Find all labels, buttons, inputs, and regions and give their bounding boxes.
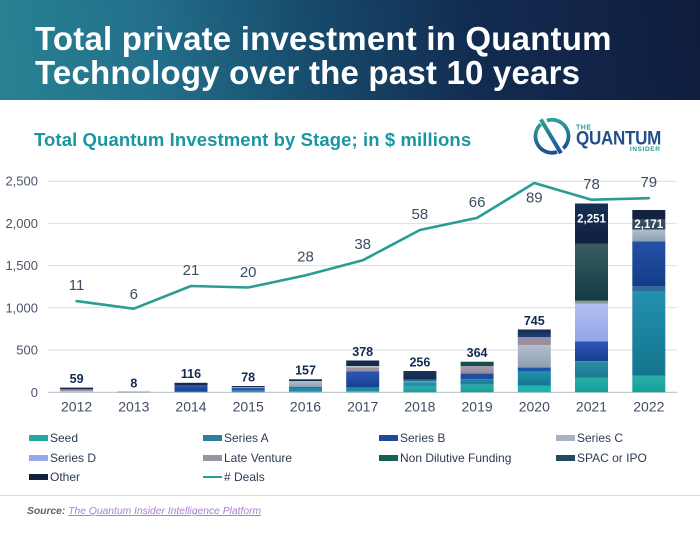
- svg-text:745: 745: [524, 314, 545, 328]
- svg-text:2017: 2017: [347, 399, 378, 415]
- svg-text:2020: 2020: [519, 399, 550, 415]
- svg-text:0: 0: [31, 385, 38, 400]
- svg-text:2018: 2018: [404, 399, 435, 415]
- svg-text:2,000: 2,000: [5, 216, 38, 231]
- svg-text:21: 21: [183, 262, 200, 279]
- svg-text:2022: 2022: [633, 399, 664, 415]
- svg-text:59: 59: [70, 372, 84, 386]
- svg-text:INSIDER: INSIDER: [630, 146, 661, 153]
- svg-text:2,171: 2,171: [634, 219, 663, 231]
- svg-text:2,500: 2,500: [5, 174, 38, 189]
- svg-text:364: 364: [467, 346, 488, 360]
- svg-text:78: 78: [241, 370, 255, 384]
- svg-text:66: 66: [469, 194, 486, 211]
- svg-text:38: 38: [354, 236, 371, 253]
- svg-text:2012: 2012: [61, 399, 92, 415]
- svg-text:1,000: 1,000: [5, 300, 38, 315]
- svg-text:500: 500: [16, 343, 38, 358]
- svg-text:2019: 2019: [462, 399, 493, 415]
- svg-text:2013: 2013: [118, 399, 149, 415]
- svg-text:QUANTUM: QUANTUM: [576, 129, 661, 150]
- svg-text:2014: 2014: [175, 399, 206, 415]
- svg-text:8: 8: [130, 377, 137, 391]
- svg-text:78: 78: [583, 176, 600, 193]
- svg-text:11: 11: [69, 277, 85, 294]
- svg-text:THE: THE: [576, 124, 592, 131]
- svg-text:378: 378: [352, 345, 373, 359]
- svg-text:2,251: 2,251: [577, 214, 606, 226]
- svg-text:157: 157: [295, 364, 316, 378]
- svg-text:2016: 2016: [290, 399, 321, 415]
- svg-text:116: 116: [181, 367, 201, 381]
- svg-text:2015: 2015: [233, 399, 264, 415]
- svg-text:20: 20: [240, 264, 257, 281]
- svg-text:1,500: 1,500: [5, 258, 38, 273]
- svg-text:6: 6: [130, 286, 138, 303]
- svg-text:58: 58: [412, 206, 429, 223]
- svg-text:2021: 2021: [576, 399, 607, 415]
- svg-text:79: 79: [640, 174, 657, 191]
- svg-text:256: 256: [409, 355, 430, 369]
- svg-text:89: 89: [526, 190, 543, 207]
- svg-text:28: 28: [297, 249, 314, 266]
